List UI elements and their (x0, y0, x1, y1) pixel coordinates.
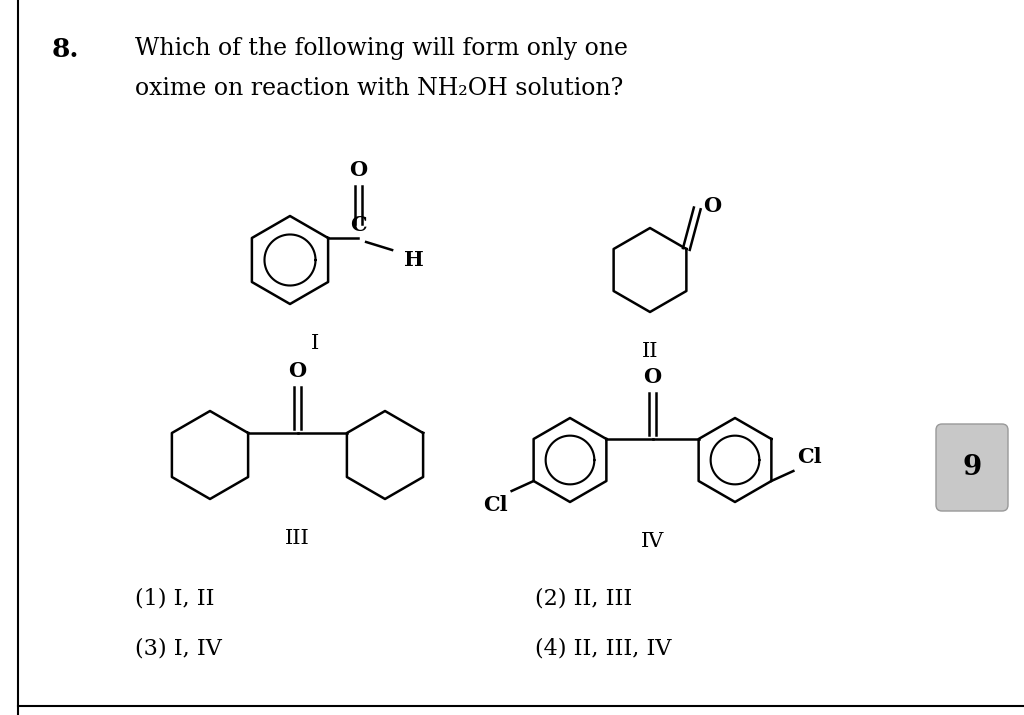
Text: 9: 9 (963, 454, 982, 481)
Text: Which of the following will form only one: Which of the following will form only on… (135, 37, 628, 60)
Text: H: H (404, 250, 424, 270)
Text: O: O (643, 367, 662, 387)
Text: C: C (350, 215, 367, 235)
Text: (3) I, IV: (3) I, IV (135, 637, 222, 659)
Text: (2) II, III: (2) II, III (535, 587, 632, 609)
Text: (4) II, III, IV: (4) II, III, IV (535, 637, 672, 659)
Text: (1) I, II: (1) I, II (135, 587, 214, 609)
Text: Cl: Cl (483, 495, 508, 515)
Text: Cl: Cl (798, 447, 822, 467)
Text: O: O (289, 361, 306, 381)
Text: O: O (703, 197, 721, 217)
Text: oxime on reaction with NH₂OH solution?: oxime on reaction with NH₂OH solution? (135, 77, 624, 100)
FancyBboxPatch shape (936, 424, 1008, 511)
Text: II: II (642, 342, 658, 361)
Text: O: O (349, 160, 368, 180)
Text: 8.: 8. (52, 37, 80, 62)
Text: I: I (311, 334, 319, 353)
Text: IV: IV (641, 532, 665, 551)
Text: III: III (285, 529, 310, 548)
